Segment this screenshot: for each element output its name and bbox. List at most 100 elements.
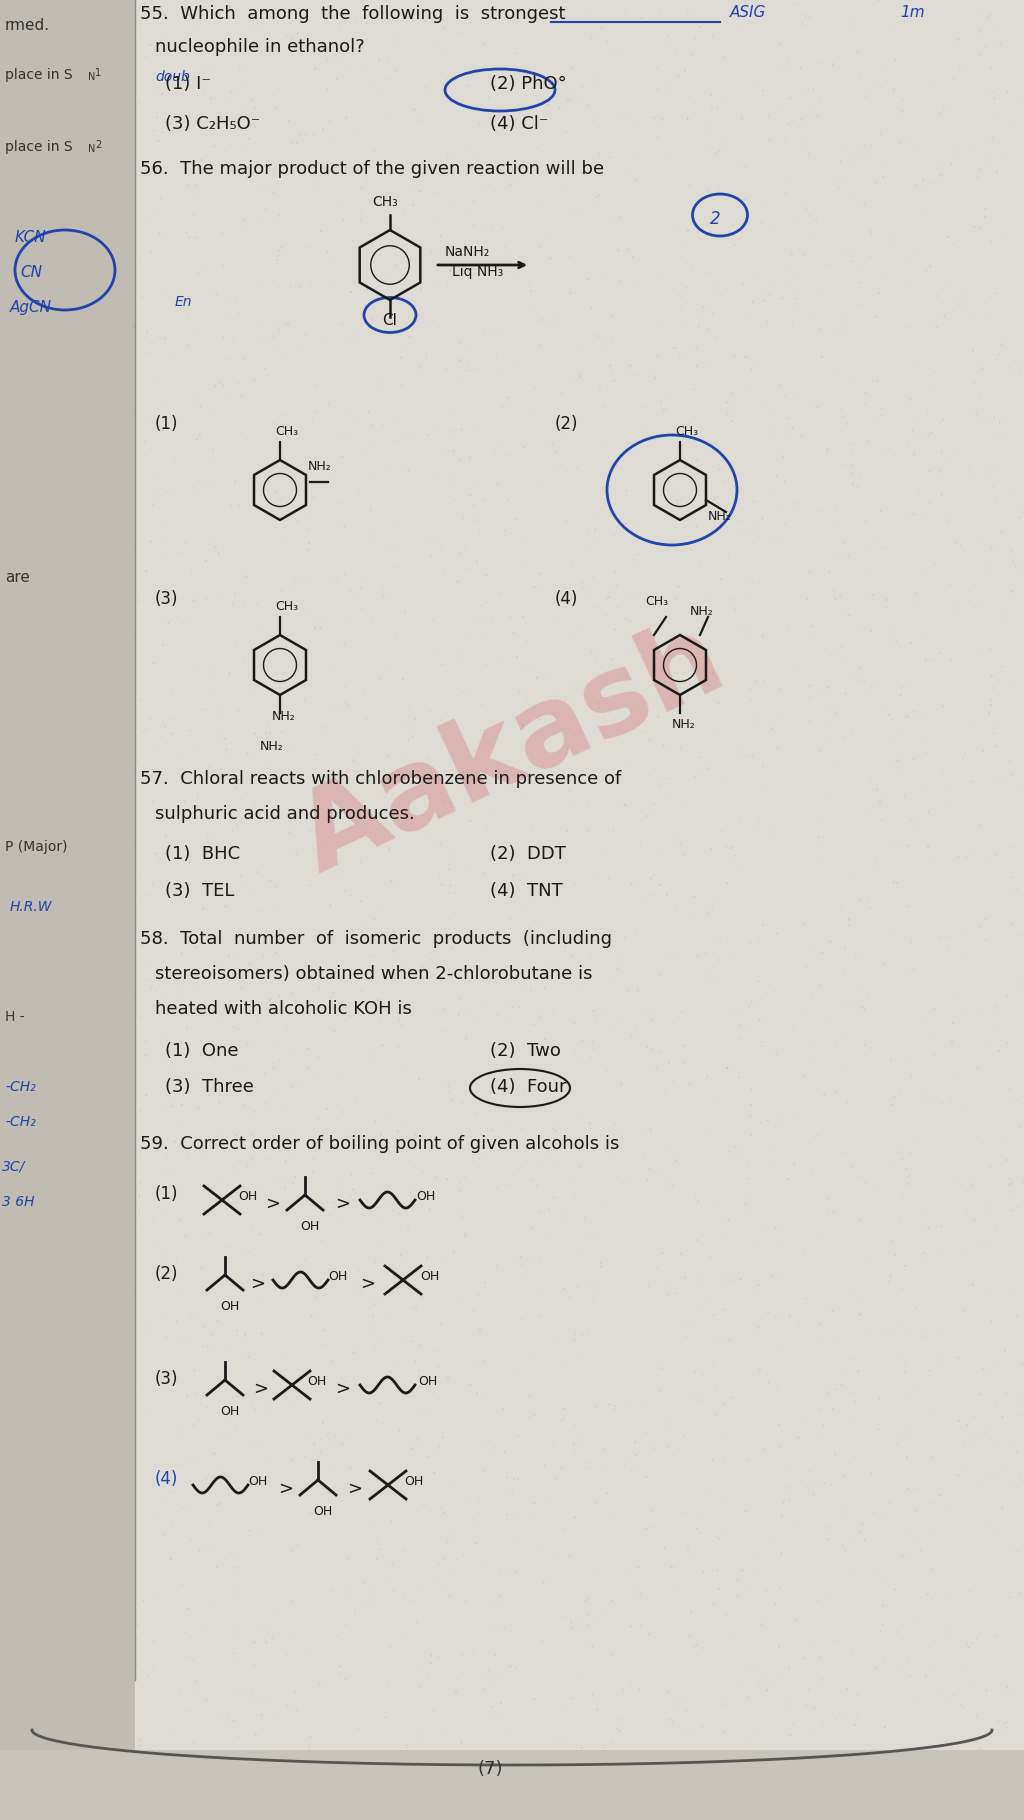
Point (868, 302, 885, 331)
Point (988, 344, 1005, 373)
Point (607, 1392, 624, 1421)
Point (407, 1119, 423, 1148)
Point (141, 965, 158, 994)
Point (402, 1585, 419, 1614)
Point (935, 692, 951, 721)
Point (903, 501, 920, 530)
Point (983, 690, 999, 719)
Point (966, 1163, 982, 1192)
Point (624, 584, 640, 613)
Point (857, 531, 873, 561)
Point (1002, 535, 1019, 564)
Point (431, 1432, 447, 1461)
Point (805, 75, 821, 104)
Point (898, 1168, 914, 1198)
Point (913, 704, 930, 733)
Point (352, 206, 369, 235)
Point (273, 575, 290, 604)
Point (776, 255, 793, 284)
Point (680, 228, 696, 257)
Point (360, 1592, 377, 1622)
Point (593, 1252, 609, 1281)
Point (853, 268, 869, 297)
Point (659, 395, 676, 424)
Point (982, 635, 998, 664)
Point (285, 1119, 301, 1148)
Point (610, 1116, 627, 1145)
Point (679, 1531, 695, 1560)
Point (805, 1159, 821, 1188)
Point (585, 1223, 601, 1252)
Point (705, 22, 721, 51)
Point (613, 1121, 630, 1150)
Point (562, 87, 579, 116)
Point (668, 1147, 684, 1176)
Point (620, 235, 636, 264)
Point (425, 606, 441, 635)
Point (548, 1329, 564, 1358)
Point (153, 184, 169, 213)
Point (528, 1170, 545, 1199)
Point (486, 71, 503, 100)
Point (422, 946, 438, 976)
Point (337, 1665, 353, 1694)
Point (351, 737, 368, 766)
Point (546, 1030, 562, 1059)
Point (874, 806, 891, 835)
Point (574, 1026, 591, 1056)
Point (176, 888, 193, 917)
Point (927, 1039, 943, 1068)
Point (467, 355, 483, 384)
Point (476, 55, 493, 84)
Point (240, 1152, 256, 1181)
Point (177, 528, 194, 557)
Point (173, 1090, 189, 1119)
Point (123, 257, 139, 286)
Point (896, 1542, 912, 1571)
Point (812, 737, 828, 766)
Point (142, 31, 159, 60)
Point (811, 1642, 827, 1671)
Point (764, 812, 780, 841)
Point (536, 752, 552, 781)
Point (897, 783, 913, 812)
Point (715, 1487, 731, 1516)
Point (688, 1383, 705, 1412)
Point (666, 1008, 682, 1037)
Point (823, 1471, 840, 1500)
Point (901, 1138, 918, 1167)
Point (627, 166, 643, 195)
Point (197, 1223, 213, 1252)
Point (247, 719, 263, 748)
Point (566, 1008, 583, 1037)
Text: 59.  Correct order of boiling point of given alcohols is: 59. Correct order of boiling point of gi… (140, 1136, 620, 1154)
Point (565, 1431, 582, 1460)
Point (150, 460, 166, 490)
Point (878, 1318, 894, 1347)
Point (489, 1001, 506, 1030)
Point (965, 1170, 981, 1199)
Point (554, 380, 570, 410)
Point (155, 1159, 171, 1188)
Point (771, 675, 787, 704)
Point (426, 1458, 442, 1487)
Point (213, 1489, 229, 1518)
Point (524, 815, 541, 844)
Point (521, 1381, 538, 1411)
Point (326, 1269, 342, 1298)
Point (723, 1623, 739, 1653)
Point (431, 803, 447, 832)
Point (189, 781, 206, 810)
Point (1001, 1170, 1018, 1199)
Point (180, 171, 197, 200)
Point (323, 464, 339, 493)
Point (367, 1310, 383, 1340)
Point (989, 1516, 1006, 1545)
Point (319, 46, 336, 75)
Point (364, 797, 380, 826)
Point (525, 1010, 542, 1039)
Point (750, 806, 766, 835)
Point (1009, 1194, 1024, 1223)
Point (815, 1410, 831, 1440)
Point (616, 923, 633, 952)
